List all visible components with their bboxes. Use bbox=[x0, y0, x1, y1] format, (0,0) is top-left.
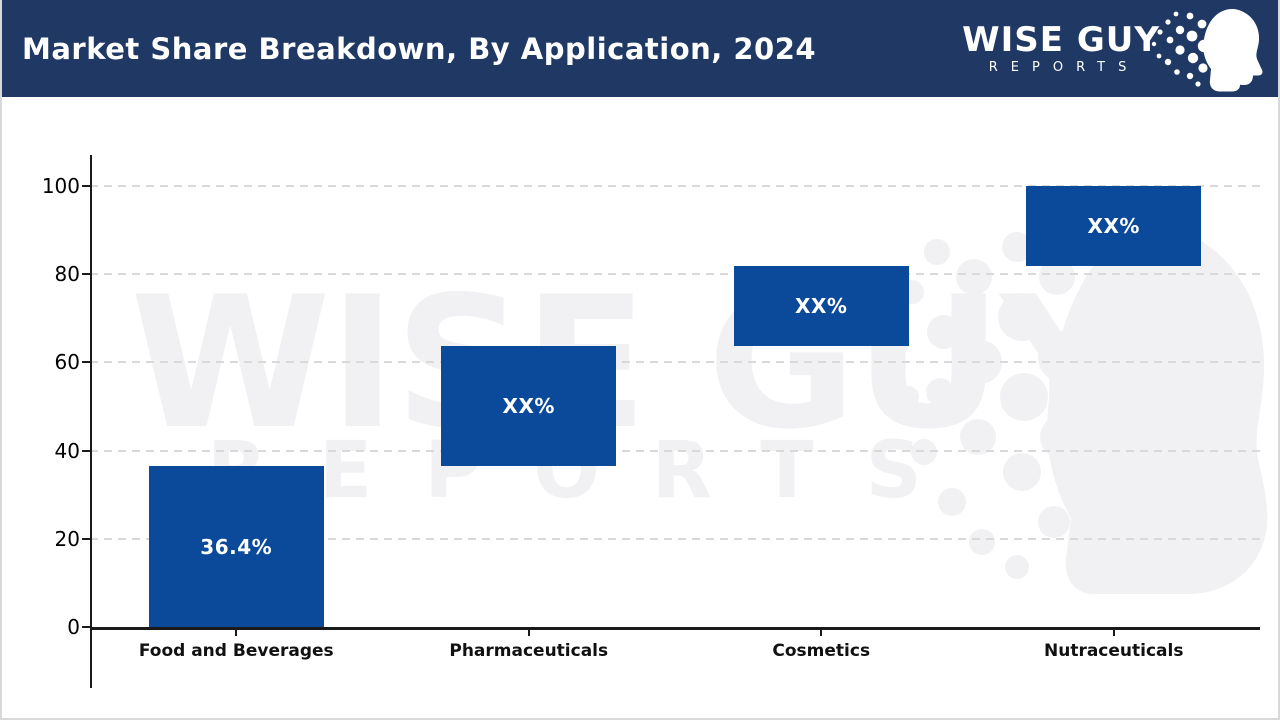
bar-value-label: 36.4% bbox=[200, 534, 273, 559]
y-tick-mark bbox=[82, 449, 90, 452]
bar-pharmaceuticals: XX% bbox=[441, 346, 617, 467]
y-axis-line bbox=[90, 155, 92, 688]
x-tick-label: Nutraceuticals bbox=[1044, 641, 1184, 661]
bar-food-and-beverages: 36.4% bbox=[148, 466, 324, 627]
logo-face-icon bbox=[1151, 8, 1263, 92]
x-tick-mark bbox=[820, 629, 823, 636]
bar-value-label: XX% bbox=[502, 394, 555, 419]
y-tick-label: 0 bbox=[67, 615, 80, 639]
logo-subtext: REPORTS bbox=[988, 60, 1140, 76]
watermark-face-icon bbox=[890, 227, 1268, 594]
x-tick-mark bbox=[235, 629, 238, 636]
y-tick-label: 60 bbox=[54, 350, 80, 375]
gridline bbox=[90, 184, 1260, 187]
y-tick-label: 20 bbox=[54, 526, 80, 551]
chart-title: Market Share Breakdown, By Application, … bbox=[22, 31, 817, 66]
bar-cosmetics: XX% bbox=[733, 266, 909, 347]
y-tick-mark bbox=[82, 184, 90, 187]
gridline bbox=[90, 537, 1260, 540]
gridline bbox=[90, 273, 1260, 276]
y-tick-label: 40 bbox=[54, 438, 80, 463]
bar-value-label: XX% bbox=[795, 294, 848, 319]
x-tick-label: Cosmetics bbox=[772, 641, 871, 661]
x-tick-mark bbox=[1112, 629, 1115, 636]
wiseguy-logo: WISE GUY REPORTS bbox=[962, 6, 1264, 92]
gridline bbox=[90, 361, 1260, 364]
gridline bbox=[90, 449, 1260, 452]
chart-area: WISE GUY REPORTS 0 20 40 60 80 100 36.4% Food a… bbox=[2, 97, 1278, 718]
y-tick-mark bbox=[82, 361, 90, 364]
y-tick-mark bbox=[82, 273, 90, 276]
bar-value-label: XX% bbox=[1087, 214, 1140, 239]
y-tick-label: 80 bbox=[54, 262, 80, 287]
x-tick-mark bbox=[527, 629, 530, 636]
y-tick-label: 100 bbox=[41, 173, 80, 198]
logo-text: WISE GUY REPORTS bbox=[962, 19, 1160, 76]
x-tick-label: Food and Beverages bbox=[138, 641, 334, 661]
logo-wordmark: WISE GUY bbox=[962, 19, 1160, 60]
bar-nutraceuticals: XX% bbox=[1026, 185, 1202, 267]
x-tick-label: Pharmaceuticals bbox=[449, 641, 609, 661]
y-tick-mark bbox=[82, 537, 90, 540]
header-bar: Market Share Breakdown, By Application, … bbox=[2, 0, 1278, 97]
y-tick-mark bbox=[82, 626, 90, 628]
x-axis-line bbox=[90, 627, 1260, 630]
